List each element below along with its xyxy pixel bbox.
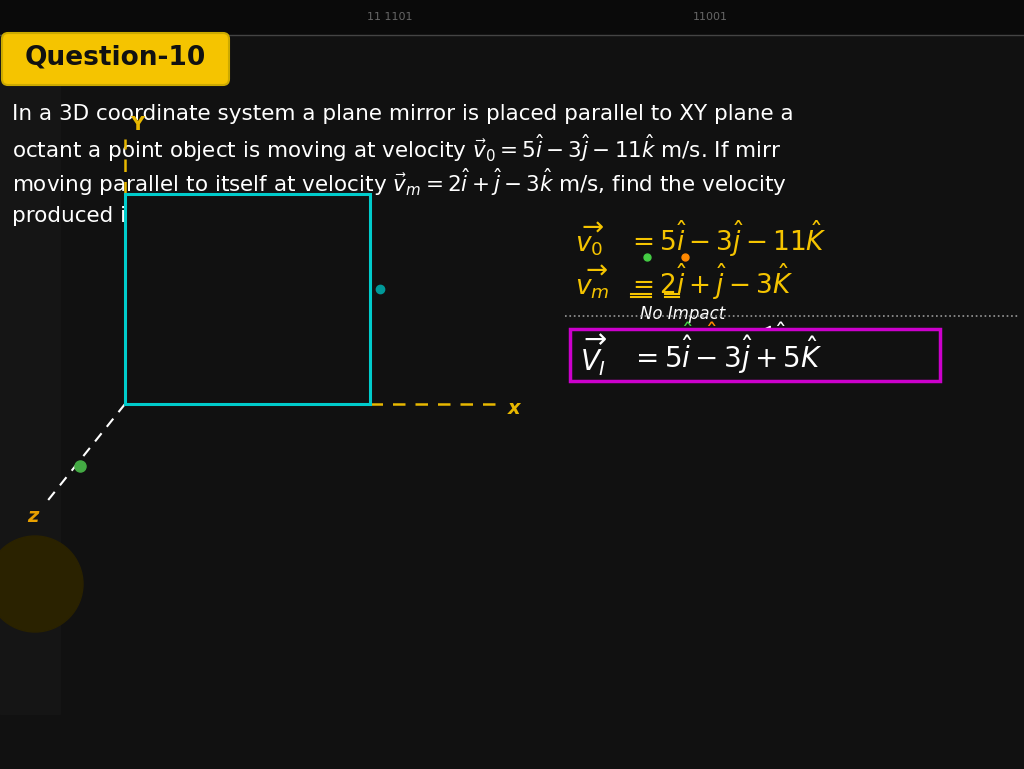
Text: $v_I$: $v_I$ — [570, 327, 592, 351]
Text: $= 5\hat{i} - 3\hat{j} - 11\hat{K}$: $= 5\hat{i} - 3\hat{j} - 11\hat{K}$ — [627, 219, 827, 259]
FancyBboxPatch shape — [2, 33, 229, 85]
Text: Y: Y — [130, 115, 144, 134]
Text: In a 3D coordinate system a plane mirror is placed parallel to XY plane a: In a 3D coordinate system a plane mirror… — [12, 104, 794, 124]
Bar — [0, 34, 60, 714]
Text: $\overrightarrow{V_I}$: $\overrightarrow{V_I}$ — [580, 332, 607, 378]
Text: Question-10: Question-10 — [25, 45, 206, 71]
Bar — [0, 0, 1024, 34]
Text: $+11\hat{K}$: $+11\hat{K}$ — [718, 324, 791, 355]
Text: $-3\hat{j}$: $-3\hat{j}$ — [670, 321, 718, 358]
Bar — [125, 194, 370, 404]
Text: $-$: $-$ — [793, 327, 813, 351]
Text: 11001: 11001 — [692, 12, 727, 22]
Text: $= +5\hat{i}$: $= +5\hat{i}$ — [605, 323, 693, 355]
Text: produced in mirror.: produced in mirror. — [12, 206, 218, 226]
Text: z: z — [28, 507, 39, 525]
Circle shape — [0, 536, 83, 632]
Text: No Impact: No Impact — [640, 305, 725, 323]
Text: $= 2\hat{i} + \hat{j} - 3\hat{K}$: $= 2\hat{i} + \hat{j} - 3\hat{K}$ — [627, 262, 794, 302]
Text: x: x — [508, 398, 520, 418]
Text: 11 1101: 11 1101 — [368, 12, 413, 22]
Text: octant a point object is moving at velocity $\vec{v}_0 = 5\hat{i} - 3\hat{j} - 1: octant a point object is moving at veloc… — [12, 132, 781, 164]
Text: $= 5\hat{i} - 3\hat{j} + 5\hat{K}$: $= 5\hat{i} - 3\hat{j} + 5\hat{K}$ — [630, 334, 822, 377]
Text: moving parallel to itself at velocity $\vec{v}_m = 2\hat{i} + \hat{j} - 3\hat{k}: moving parallel to itself at velocity $\… — [12, 166, 786, 198]
Text: $\overrightarrow{v_0}$: $\overrightarrow{v_0}$ — [575, 220, 604, 258]
Text: $\overrightarrow{v_m}$: $\overrightarrow{v_m}$ — [575, 263, 609, 301]
Bar — [570, 329, 940, 381]
